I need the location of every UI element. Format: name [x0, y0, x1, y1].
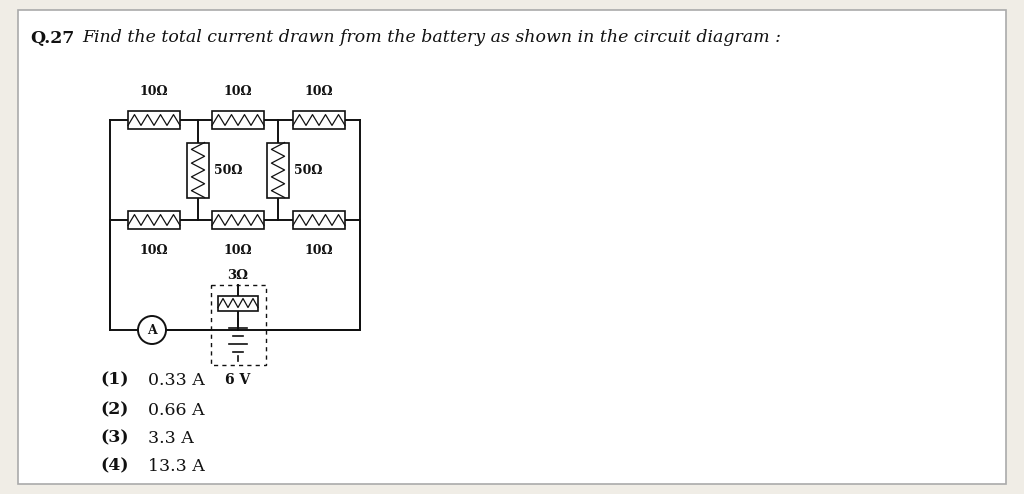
- Text: 10Ω: 10Ω: [139, 244, 168, 257]
- Bar: [267, 142, 289, 198]
- Bar: [212, 211, 264, 229]
- Text: 50Ω: 50Ω: [294, 164, 323, 176]
- Text: Q.27: Q.27: [30, 30, 75, 46]
- Bar: [211, 285, 265, 365]
- Bar: [187, 142, 209, 198]
- Text: 0.66 A: 0.66 A: [148, 402, 205, 418]
- Text: 13.3 A: 13.3 A: [148, 457, 205, 475]
- Text: 3Ω: 3Ω: [227, 269, 249, 282]
- Text: 10Ω: 10Ω: [223, 244, 252, 257]
- Text: 10Ω: 10Ω: [305, 244, 334, 257]
- Bar: [212, 111, 264, 129]
- Text: Find the total current drawn from the battery as shown in the circuit diagram :: Find the total current drawn from the ba…: [82, 30, 781, 46]
- Text: (3): (3): [100, 429, 128, 447]
- Bar: [293, 211, 345, 229]
- Text: (2): (2): [100, 402, 128, 418]
- Text: A: A: [147, 324, 157, 336]
- Text: 6 V: 6 V: [225, 373, 251, 387]
- Text: (1): (1): [100, 371, 128, 388]
- Text: 10Ω: 10Ω: [223, 85, 252, 98]
- Text: 0.33 A: 0.33 A: [148, 371, 205, 388]
- Circle shape: [138, 316, 166, 344]
- Text: (4): (4): [100, 457, 128, 475]
- Text: 50Ω: 50Ω: [214, 164, 243, 176]
- Bar: [293, 111, 345, 129]
- Text: 10Ω: 10Ω: [139, 85, 168, 98]
- Text: 10Ω: 10Ω: [305, 85, 334, 98]
- Bar: [218, 295, 258, 311]
- Text: 3.3 A: 3.3 A: [148, 429, 194, 447]
- Bar: [128, 111, 180, 129]
- Bar: [128, 211, 180, 229]
